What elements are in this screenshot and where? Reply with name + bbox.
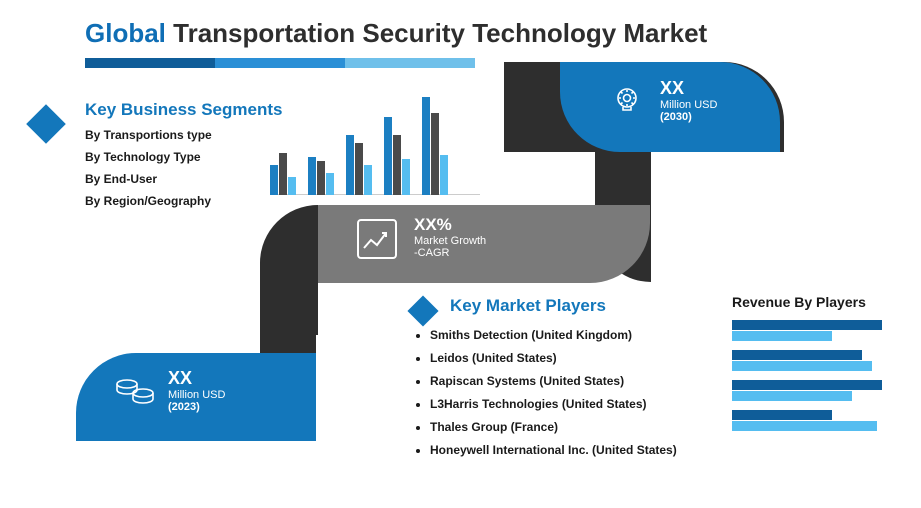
player-item: Honeywell International Inc. (United Sta…	[430, 443, 677, 457]
revenue-bar-dark	[732, 350, 862, 360]
chart-baseline	[270, 194, 480, 195]
revenue-bar-light	[732, 421, 877, 431]
bar	[431, 113, 439, 195]
players-list: Smiths Detection (United Kingdom) Leidos …	[414, 328, 677, 466]
bar	[355, 143, 363, 195]
revenue-bars	[732, 320, 882, 440]
lightbulb-gear-icon	[608, 82, 646, 125]
revenue-row	[732, 350, 882, 371]
color-bar	[85, 58, 475, 68]
coins-icon	[114, 375, 156, 414]
segments-title: Key Business Segments	[85, 100, 282, 120]
diamond-icon	[407, 295, 438, 326]
page-title: Global Transportation Security Technolog…	[85, 18, 707, 49]
stat-cagr-label1: Market Growth	[414, 235, 486, 247]
revenue-bar-light	[732, 331, 832, 341]
bar	[326, 173, 334, 195]
bar	[422, 97, 430, 195]
bar	[317, 161, 325, 195]
revenue-row	[732, 380, 882, 401]
bar-group	[346, 135, 372, 195]
bar	[308, 157, 316, 195]
revenue-row	[732, 410, 882, 431]
stat-2023: XX Million USD (2023)	[168, 368, 225, 413]
stat-cagr: XX% Market Growth -CAGR	[414, 215, 486, 259]
bar	[364, 165, 372, 195]
player-item: Rapiscan Systems (United States)	[430, 374, 677, 388]
revenue-bar-dark	[732, 410, 832, 420]
bar	[279, 153, 287, 195]
stat-2030-year: (2030)	[660, 111, 717, 123]
bar-group	[384, 117, 410, 195]
stat-cagr-label2: -CAGR	[414, 247, 486, 259]
segments-list: By Transportions type By Technology Type B…	[85, 128, 212, 216]
stat-2023-value: XX	[168, 368, 225, 389]
segment-item: By End-User	[85, 172, 212, 186]
bar-group	[270, 153, 296, 195]
player-item: Thales Group (France)	[430, 420, 677, 434]
stat-2023-unit: Million USD	[168, 389, 225, 401]
bar-group	[308, 157, 334, 195]
revenue-row	[732, 320, 882, 341]
segment-item: By Transportions type	[85, 128, 212, 142]
segment-item: By Region/Geography	[85, 194, 212, 208]
bar	[402, 159, 410, 195]
players-title: Key Market Players	[450, 296, 606, 316]
player-item: Smiths Detection (United Kingdom)	[430, 328, 677, 342]
color-bar-segment	[345, 58, 475, 68]
color-bar-segment	[215, 58, 345, 68]
stat-2030: XX Million USD (2030)	[660, 78, 717, 123]
bar	[393, 135, 401, 195]
color-bar-segment	[85, 58, 215, 68]
bar	[440, 155, 448, 195]
bar	[270, 165, 278, 195]
bar	[288, 177, 296, 195]
revenue-bar-dark	[732, 320, 882, 330]
revenue-title: Revenue By Players	[732, 294, 866, 310]
segment-item: By Technology Type	[85, 150, 212, 164]
stat-cagr-value: XX%	[414, 215, 486, 235]
revenue-bar-dark	[732, 380, 882, 390]
growth-chart-icon	[354, 216, 400, 267]
revenue-bar-light	[732, 391, 852, 401]
bar	[346, 135, 354, 195]
player-item: Leidos (United States)	[430, 351, 677, 365]
title-global: Global	[85, 18, 166, 48]
revenue-bar-light	[732, 361, 872, 371]
bar-group	[422, 97, 448, 195]
title-rest: Transportation Security Technology Marke…	[173, 18, 707, 48]
diamond-icon	[26, 104, 66, 144]
stat-2030-value: XX	[660, 78, 717, 99]
bar	[384, 117, 392, 195]
stat-2023-year: (2023)	[168, 401, 225, 413]
bar-chart	[270, 85, 480, 195]
player-item: L3Harris Technologies (United States)	[430, 397, 677, 411]
stat-2030-unit: Million USD	[660, 99, 717, 111]
